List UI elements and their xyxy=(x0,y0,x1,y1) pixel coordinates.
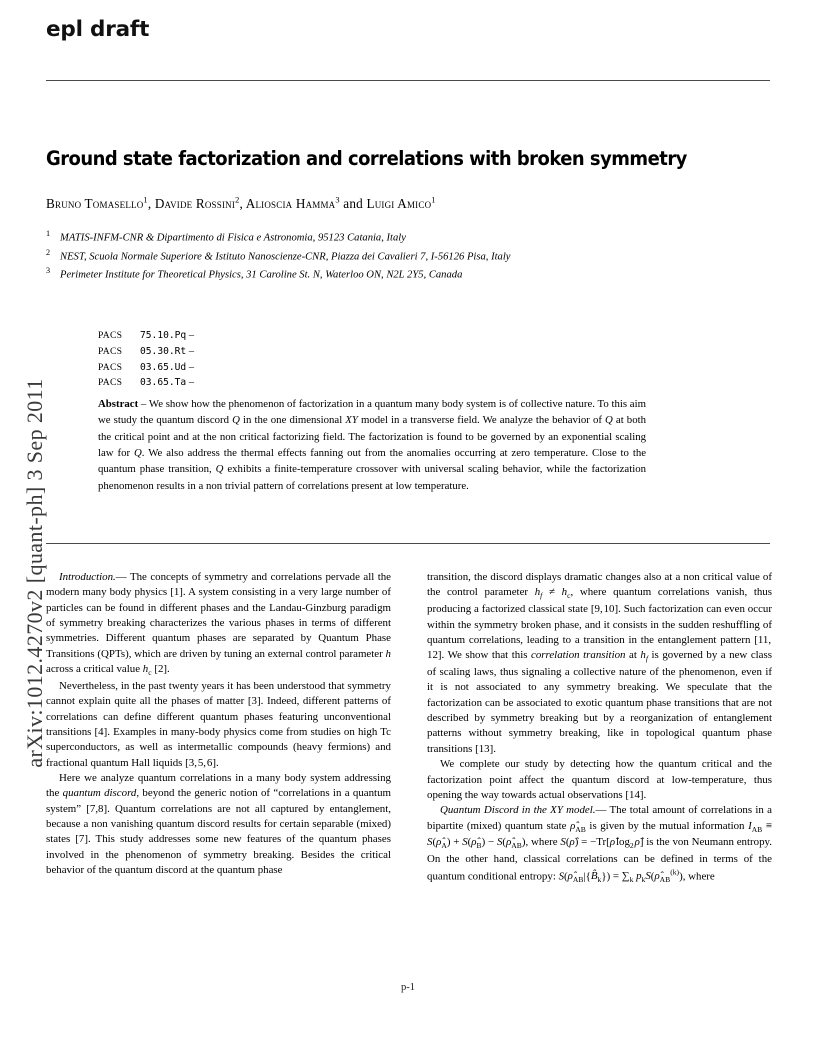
author-affiliation-marker: 1 xyxy=(431,196,436,205)
abstract: Abstract – We show how the phenomenon of… xyxy=(98,398,647,492)
affiliation-number: 1 xyxy=(46,229,51,238)
pacs-dash: – xyxy=(188,330,195,341)
pacs-item: PACS 03.65.Ud – xyxy=(98,360,658,376)
header-divider xyxy=(46,80,770,81)
pacs-label: PACS xyxy=(98,377,123,389)
affiliation-text: MATIS-INFM-CNR & Dipartimento di Fisica … xyxy=(60,232,406,244)
affiliation-item: 3 Perimeter Institute for Theoretical Phy… xyxy=(46,265,772,284)
paragraph: Nevertheless, in the past twenty years i… xyxy=(46,679,391,769)
emphasis-quantum-discord: quantum discord xyxy=(62,787,137,800)
pacs-code: 03.65.Ta xyxy=(140,377,187,389)
symbol-hf: hf xyxy=(534,586,543,601)
pacs-list: PACS 75.10.Pq – PACS 05.30.Rt – PACS 03.65.… xyxy=(98,328,658,391)
pacs-item: PACS 05.30.Rt – xyxy=(98,344,658,360)
symbol-h: h xyxy=(385,647,391,660)
affiliation-number: 3 xyxy=(46,266,51,276)
affiliation-item: 1 MATIS-INFM-CNR & Dipartimento di Fisica… xyxy=(46,228,772,247)
author-list: Bruno Tomasello1, Davide Rossini2, Alios… xyxy=(46,196,772,212)
pacs-code: 05.30.Rt xyxy=(140,345,187,357)
paragraph: Here we analyze quantum correlations in … xyxy=(46,771,392,877)
section-lead-in: Quantum Discord in the XY model. xyxy=(440,804,596,817)
symbol-rho-AB: ρ̂AB xyxy=(570,819,586,834)
pacs-dash: – xyxy=(188,377,195,389)
column-right: transition, the discord displays dramati… xyxy=(427,570,772,886)
pacs-label: PACS xyxy=(98,361,123,373)
abstract-divider xyxy=(46,543,770,544)
affiliation-text: NEST, Scuola Normale Superiore & Istitut… xyxy=(60,251,511,263)
symbol-sum: ∑k xyxy=(621,870,634,885)
author-entry: Davide Rossini2, xyxy=(154,196,246,212)
abstract-heading: Abstract xyxy=(98,398,139,410)
symbol-neq: ≠ xyxy=(548,586,555,599)
journal-name: epl draft xyxy=(46,17,150,42)
paragraph: We complete our study by detecting how t… xyxy=(427,758,772,801)
symbol-I-AB: IAB xyxy=(748,819,763,834)
pacs-item: PACS 03.65.Ta – xyxy=(98,375,658,391)
author-name: Davide Rossini xyxy=(154,196,236,212)
lead-dash: — xyxy=(595,804,610,817)
author-conjunction: and xyxy=(343,196,363,212)
section-lead-in: Introduction. xyxy=(59,571,116,583)
symbol-Q: Q xyxy=(232,414,240,427)
journal-header: epl draft xyxy=(46,18,770,42)
affiliation-text: Perimeter Institute for Theoretical Phys… xyxy=(60,269,463,281)
paragraph: Introduction.— The concepts of symmetry … xyxy=(46,571,391,678)
lead-dash: — xyxy=(115,571,130,583)
author-name: Bruno Tomasello xyxy=(46,196,144,212)
author-entry: Bruno Tomasello1, xyxy=(46,196,155,212)
column-left: Introduction.— The concepts of symmetry … xyxy=(46,570,391,878)
pacs-label: PACS xyxy=(98,330,123,341)
body-columns: Introduction.— The concepts of symmetry … xyxy=(46,570,772,960)
emphasis-correlation-transition: correlation transition xyxy=(531,649,626,662)
author-name: Luigi Amico xyxy=(366,196,432,212)
page-title: Ground state factorization and correlati… xyxy=(46,147,687,170)
author-entry: Luigi Amico1 xyxy=(366,196,435,211)
abstract-dash: – xyxy=(140,398,147,410)
page-footer: p-1 xyxy=(0,982,816,993)
pacs-label: PACS xyxy=(98,345,123,357)
pacs-item: PACS 75.10.Pq – xyxy=(98,328,658,344)
symbol-XY: XY xyxy=(345,414,358,427)
affiliation-number: 2 xyxy=(46,247,51,257)
symbol-hc: hc xyxy=(142,663,152,678)
author-name: Alioscia Hamma xyxy=(245,196,336,212)
pacs-code: 75.10.Pq xyxy=(140,330,187,341)
author-entry: Alioscia Hamma3 and xyxy=(246,196,367,211)
pacs-dash: – xyxy=(188,345,195,357)
author-affiliation-marker: 1 xyxy=(143,196,148,205)
affiliation-item: 2 NEST, Scuola Normale Superiore & Istitu… xyxy=(46,247,772,266)
paragraph: Quantum Discord in the XY model.— The to… xyxy=(427,804,773,885)
author-affiliation-marker: 2 xyxy=(235,196,240,205)
page-number: p-1 xyxy=(400,982,416,993)
author-affiliation-marker: 3 xyxy=(335,196,340,205)
affiliation-list: 1 MATIS-INFM-CNR & Dipartimento di Fisica… xyxy=(46,228,772,284)
paragraph: transition, the discord displays dramati… xyxy=(427,571,772,755)
pacs-code: 03.65.Ud xyxy=(140,361,187,373)
pacs-dash: – xyxy=(188,361,195,373)
